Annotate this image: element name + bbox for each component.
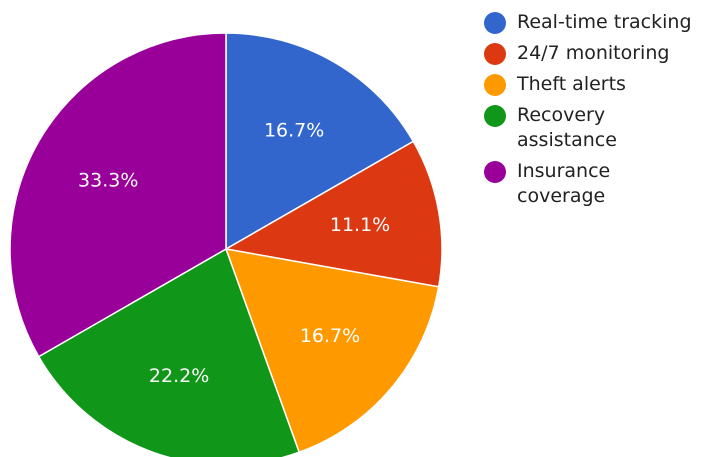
pie-slice-1 (223, 140, 443, 288)
legend-swatch-insurance-coverage (484, 161, 506, 183)
legend-item: 24/7 monitoring (484, 41, 706, 66)
legend-swatch-theft-alerts (484, 74, 506, 96)
legend-label: 24/7 monitoring (517, 42, 670, 64)
legend-label: Insurance coverage (517, 160, 611, 207)
legend-swatch-real-time-tracking (484, 12, 506, 34)
slice-percent-label: 16.7% (300, 325, 360, 347)
legend-item: Insurance coverage (484, 159, 706, 209)
legend-item: Recovery assistance (484, 103, 706, 153)
legend-label: Real-time tracking (517, 11, 692, 33)
pie-chart: 16.7% 11.1% 16.7% 22.2% 33.3% (9, 32, 443, 457)
legend-swatch-24-7-monitoring (484, 43, 506, 65)
slice-percent-label: 22.2% (149, 365, 209, 387)
pie-slice-2 (224, 248, 440, 454)
legend-item: Theft alerts (484, 72, 706, 97)
legend-label: Recovery assistance (517, 104, 617, 151)
slice-percent-label: 16.7% (264, 120, 324, 142)
slice-percent-label: 11.1% (330, 214, 390, 236)
legend-item: Real-time tracking (484, 10, 706, 35)
legend-swatch-recovery-assistance (484, 105, 506, 127)
slice-percent-label: 33.3% (78, 169, 138, 191)
pie-slice-4 (9, 32, 227, 358)
legend: Real-time tracking 24/7 monitoring Theft… (484, 10, 706, 215)
legend-label: Theft alerts (517, 73, 626, 95)
pie-slice-3 (37, 247, 301, 457)
pie-slice-0 (225, 32, 415, 251)
